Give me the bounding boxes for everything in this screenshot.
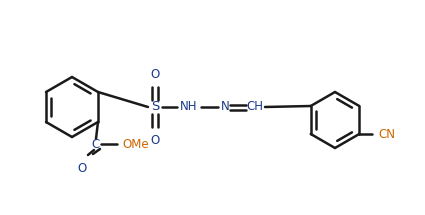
Text: O: O: [150, 134, 160, 146]
Text: CH: CH: [246, 100, 264, 114]
Text: C: C: [92, 138, 100, 150]
Text: S: S: [151, 100, 159, 114]
Text: CN: CN: [379, 127, 396, 140]
Text: O: O: [150, 68, 160, 80]
Text: N: N: [221, 100, 230, 114]
Text: OMe: OMe: [123, 138, 149, 150]
Text: O: O: [77, 163, 87, 175]
Text: NH: NH: [180, 100, 198, 114]
